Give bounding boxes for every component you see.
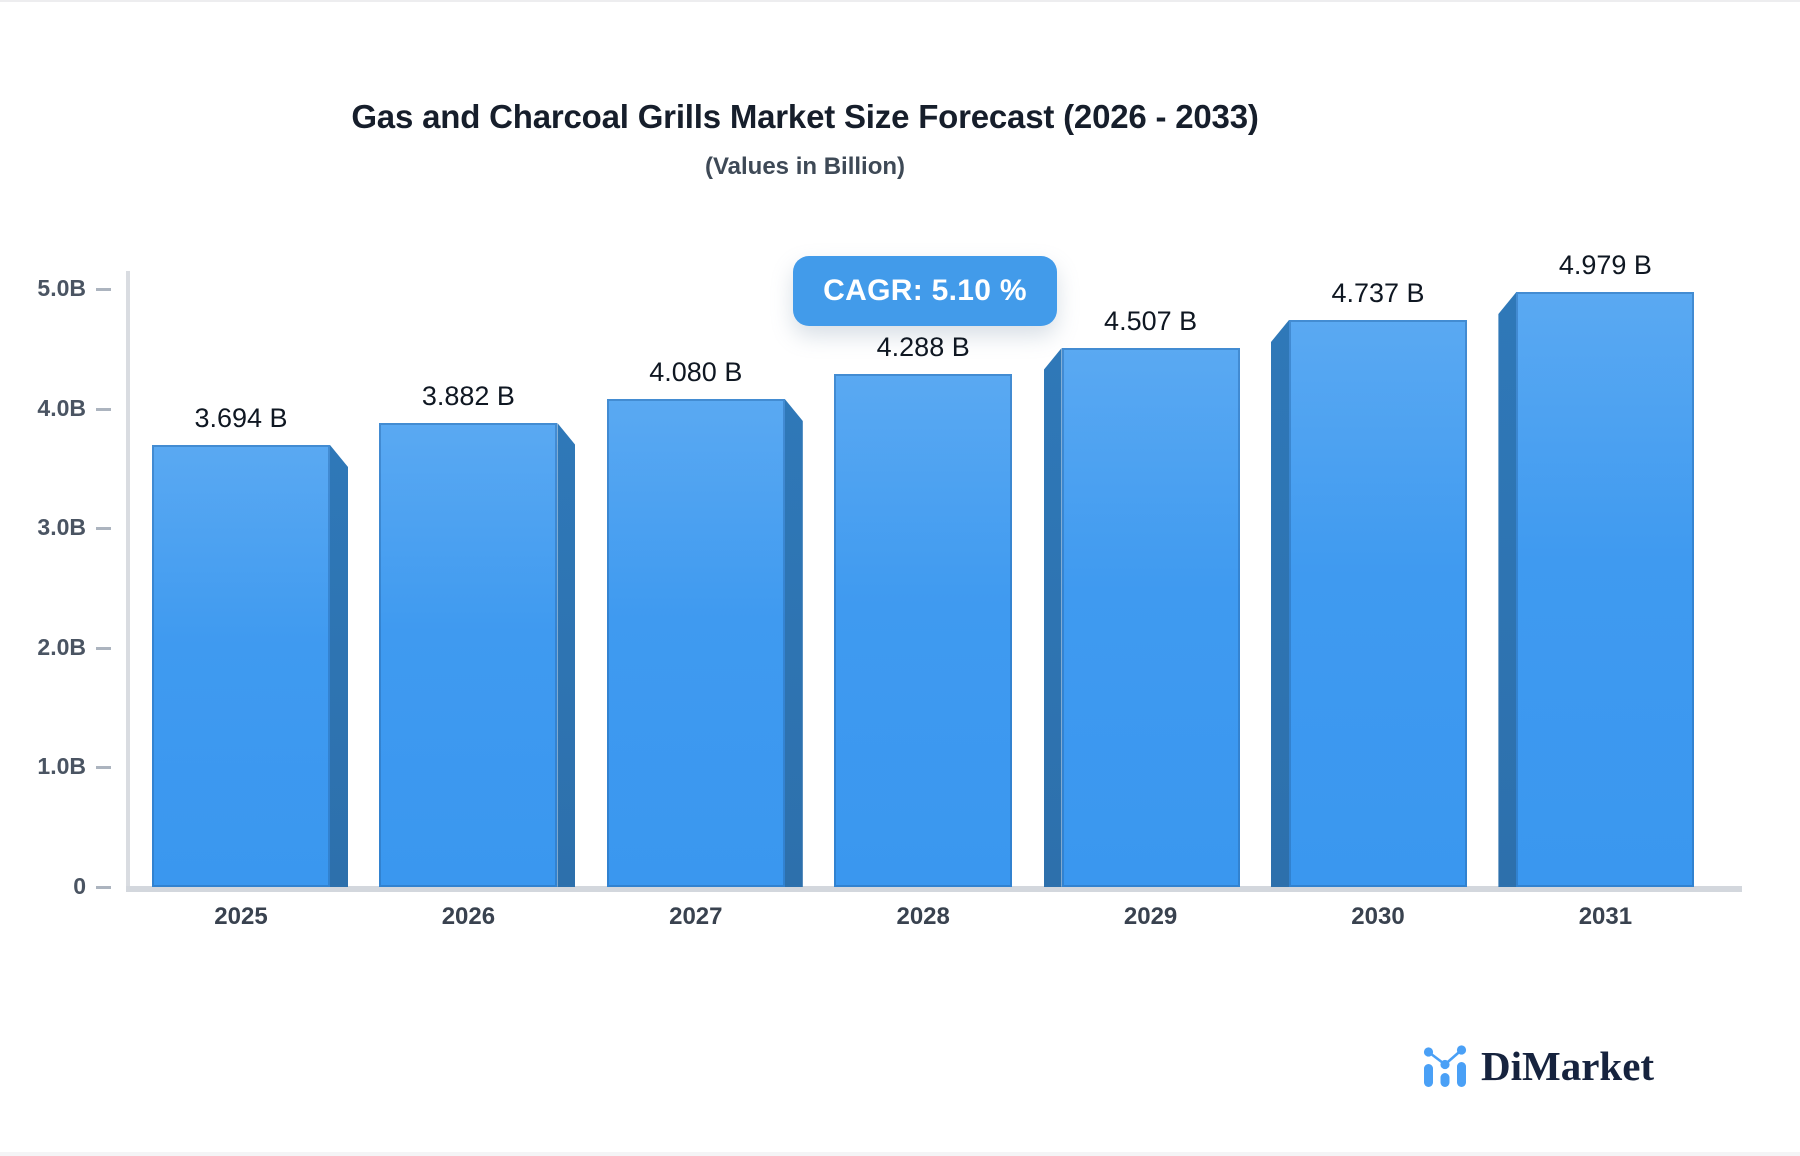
y-axis-label: 3.0B	[37, 514, 86, 541]
bar-value-label: 4.979 B	[1558, 250, 1652, 280]
bar-2030[interactable]	[1289, 320, 1467, 887]
y-axis-tick	[96, 646, 111, 650]
cagr-badge: CAGR: 5.10 %	[793, 256, 1057, 326]
bar-value-label: 4.507 B	[1104, 306, 1198, 336]
bar-3d-side	[784, 399, 803, 887]
y-axis-label: 2.0B	[37, 633, 86, 660]
bar-3d-side	[557, 423, 576, 887]
x-axis-label-2026: 2026	[441, 903, 496, 930]
bar-value-label: 3.694 B	[194, 403, 288, 433]
x-axis-label-2028: 2028	[896, 903, 950, 930]
chart-header: Gas and Charcoal Grills Market Size Fore…	[0, 98, 1610, 181]
y-axis-tick	[96, 288, 111, 291]
chart-title: Gas and Charcoal Grills Market Size Fore…	[351, 98, 1259, 135]
y-axis-tick	[96, 766, 111, 770]
x-axis-label-2031: 2031	[1578, 903, 1633, 930]
bar-value-label: 4.080 B	[649, 357, 743, 387]
bar-2026[interactable]	[379, 423, 558, 887]
y-axis-tick	[96, 527, 111, 531]
y-axis-label: 1.0B	[37, 753, 86, 780]
x-axis-baseline	[126, 886, 1742, 892]
y-axis-tick	[96, 886, 111, 889]
bar-3d-side	[1271, 320, 1289, 887]
bar-value-label: 4.737 B	[1331, 278, 1425, 308]
bar-2028[interactable]	[834, 374, 1013, 887]
y-axis-label: 0	[73, 873, 86, 899]
y-axis-label: 4.0B	[37, 394, 86, 421]
brand-name: DiMarket	[1481, 1043, 1655, 1089]
bar-2031[interactable]	[1516, 292, 1695, 887]
bar-2027[interactable]	[606, 399, 785, 887]
y-axis-label: 5.0B	[37, 275, 86, 301]
x-axis-label-2027: 2027	[669, 903, 723, 930]
y-axis-line	[126, 271, 130, 889]
bar-2029[interactable]	[1061, 348, 1240, 887]
y-axis-tick	[96, 407, 111, 411]
cagr-badge-label: CAGR: 5.10 %	[823, 274, 1027, 307]
brand-logo[interactable]: DiMarket	[1422, 1042, 1654, 1090]
bar-3d-side	[1043, 348, 1062, 887]
x-axis-label-2030: 2030	[1351, 903, 1405, 930]
bar-line-chart-icon	[1423, 1045, 1467, 1087]
bar-value-label: 4.288 B	[876, 332, 970, 362]
plot-area: 0 1.0B 2.0B 3.0B 4.0B 5.0B 3.694 B 2025 3.882 B…	[37, 250, 1742, 930]
bar-2025[interactable]	[152, 445, 330, 887]
bar-3d-side	[1498, 292, 1517, 887]
x-axis-label-2029: 2029	[1123, 903, 1178, 930]
chart-subtitle: (Values in Billion)	[704, 153, 906, 180]
x-axis-label-2025: 2025	[214, 903, 268, 930]
bar-3d-side	[330, 445, 348, 887]
bar-value-label: 3.882 B	[421, 381, 515, 411]
